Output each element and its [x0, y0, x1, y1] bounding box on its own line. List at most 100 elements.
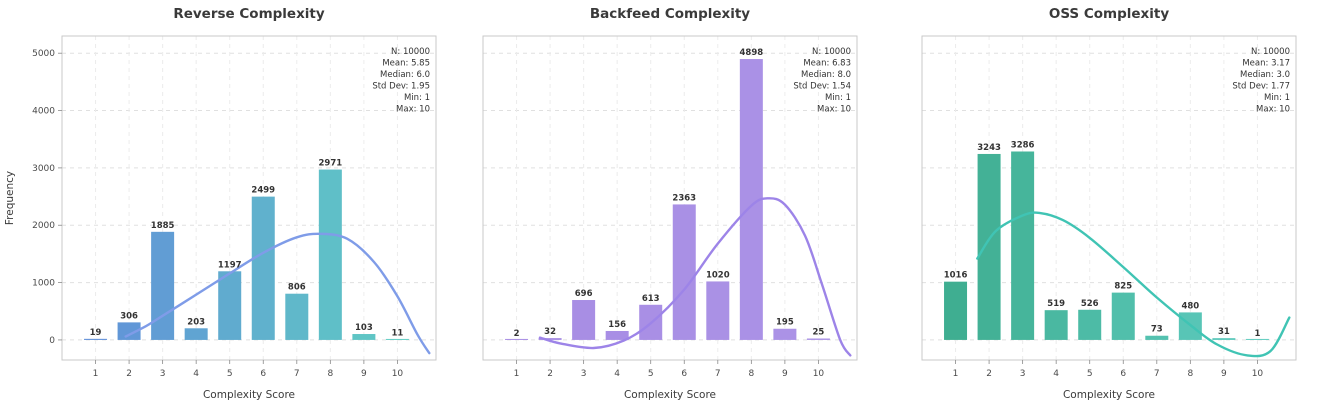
stats-line: N: 10000 — [391, 47, 430, 57]
bar-value-label: 1197 — [218, 260, 242, 270]
bar-value-label: 1885 — [151, 221, 175, 231]
x-tick-label: 7 — [715, 369, 721, 379]
x-tick-label: 3 — [160, 369, 166, 379]
bar — [285, 293, 309, 340]
panel-backfeed-complexity: Backfeed Complexity 2 32 696 156 613 2363 1020… — [439, 0, 878, 414]
chart-title: Backfeed Complexity — [589, 6, 751, 22]
bar-value-label: 203 — [187, 317, 205, 327]
stats-line: Min: 1 — [1264, 93, 1290, 103]
x-tick-label: 9 — [782, 369, 788, 379]
bar-value-label: 32 — [544, 327, 556, 337]
bar-value-label: 25 — [813, 327, 825, 337]
y-tick-label: 2000 — [32, 221, 55, 231]
bar — [385, 338, 409, 340]
stats-line: Min: 1 — [404, 93, 430, 103]
bar — [251, 196, 275, 340]
chart-backfeed-complexity: 2 32 696 156 613 2363 1020 4898 195 25 1 2 3 4 5 6 7 8 9 10… — [482, 35, 858, 401]
kde-curve — [124, 232, 431, 355]
stats-line: Max: 10 — [1256, 105, 1290, 115]
axes-border — [921, 35, 1297, 361]
bar-value-label: 11 — [392, 328, 404, 338]
bar — [117, 322, 141, 340]
x-tick-label: 6 — [260, 369, 266, 379]
y-tick-label: 0 — [49, 336, 55, 346]
panel-reverse-complexity: Reverse Complexity 19 306 1885 203 1197 2499 8… — [0, 0, 439, 414]
x-tick-label: 9 — [1221, 369, 1227, 379]
bar — [1111, 292, 1135, 340]
bar — [605, 330, 629, 340]
stats-line: Max: 10 — [396, 105, 430, 115]
x-tick-label: 1 — [514, 369, 520, 379]
bar-value-label: 1 — [1254, 329, 1260, 339]
x-tick-label: 8 — [748, 369, 754, 379]
bar — [1145, 335, 1169, 340]
x-tick-label: 4 — [193, 369, 199, 379]
stats-line: N: 10000 — [812, 47, 851, 57]
x-tick-label: 2 — [126, 369, 132, 379]
y-axis-label: Frequency — [4, 171, 16, 225]
bar-value-label: 806 — [288, 283, 306, 293]
x-tick-label: 5 — [648, 369, 654, 379]
bar — [672, 204, 696, 340]
x-tick-label: 5 — [1087, 369, 1093, 379]
bar-value-label: 526 — [1081, 299, 1099, 309]
stats-line: Std Dev: 1.77 — [1232, 82, 1290, 92]
bar — [218, 271, 242, 340]
y-tick-label: 1000 — [32, 279, 55, 289]
x-tick-label: 2 — [986, 369, 992, 379]
bar — [318, 169, 342, 340]
stats-line: N: 10000 — [1251, 47, 1290, 57]
x-tick-label: 6 — [1120, 369, 1126, 379]
bar — [739, 59, 763, 340]
y-tick-label: 5000 — [32, 49, 55, 59]
bar — [538, 338, 562, 340]
x-axis-label: Complexity Score — [1063, 389, 1155, 401]
bar — [1245, 338, 1269, 340]
bar — [84, 338, 108, 340]
bar — [977, 153, 1001, 340]
plot-background — [62, 36, 436, 360]
y-tick-label: 3000 — [32, 164, 55, 174]
x-tick-label: 6 — [681, 369, 687, 379]
bar-value-label: 31 — [1218, 327, 1230, 337]
x-tick-label: 3 — [1020, 369, 1026, 379]
bar-value-label: 3286 — [1011, 140, 1035, 150]
bar — [151, 231, 175, 340]
x-tick-label: 1 — [93, 369, 99, 379]
bar — [184, 328, 208, 340]
bar-value-label: 3243 — [977, 143, 1001, 153]
bar — [505, 338, 529, 340]
bar-value-label: 73 — [1151, 325, 1163, 335]
bar-value-label: 4898 — [740, 48, 764, 58]
bar-value-label: 1020 — [706, 270, 730, 280]
stats-line: Median: 6.0 — [380, 70, 430, 80]
kde-curve — [538, 197, 852, 357]
stats-line: Mean: 3.17 — [1242, 59, 1290, 69]
x-tick-label: 10 — [1252, 369, 1264, 379]
x-tick-label: 3 — [581, 369, 587, 379]
x-tick-label: 7 — [1154, 369, 1160, 379]
bar-value-label: 2 — [514, 329, 520, 339]
stats-line: Std Dev: 1.95 — [372, 82, 430, 92]
stats-line: Median: 8.0 — [801, 70, 851, 80]
bar — [806, 338, 830, 340]
x-tick-label: 4 — [614, 369, 620, 379]
stats-line: Min: 1 — [825, 93, 851, 103]
bar — [1212, 338, 1236, 340]
panel-oss-complexity: OSS Complexity 1016 3243 3286 519 526 825 73 48… — [878, 0, 1317, 414]
bar-value-label: 2363 — [672, 193, 696, 203]
bar-value-label: 519 — [1047, 299, 1065, 309]
x-tick-label: 7 — [294, 369, 300, 379]
stats-line: Std Dev: 1.54 — [793, 82, 851, 92]
bar-value-label: 156 — [608, 320, 626, 330]
x-axis-label: Complexity Score — [624, 389, 716, 401]
axes-border — [482, 35, 858, 361]
chart-oss-complexity: 1016 3243 3286 519 526 825 73 480 31 1 1 2 3 4 5 6 7 8 9 10… — [921, 35, 1297, 401]
bar-value-label: 825 — [1114, 282, 1132, 292]
bar — [1044, 310, 1068, 340]
bar-value-label: 480 — [1181, 301, 1199, 311]
x-tick-label: 1 — [953, 369, 959, 379]
bar-value-label: 306 — [120, 311, 138, 321]
